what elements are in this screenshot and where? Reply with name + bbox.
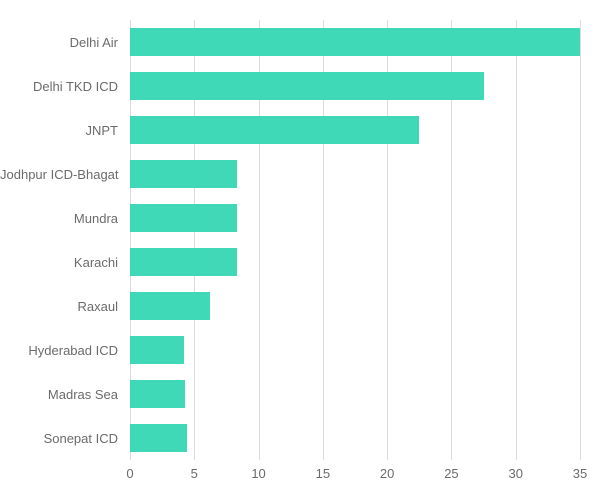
x-tick-label: 0: [126, 466, 133, 481]
chart-row: Madras Sea: [130, 372, 580, 416]
bar: [130, 336, 184, 363]
x-tick-label: 5: [191, 466, 198, 481]
plot-area: Delhi AirDelhi TKD ICDJNPTJodhpur ICD-Bh…: [130, 20, 580, 460]
grid-line: [580, 20, 581, 460]
bar: [130, 424, 187, 451]
bar: [130, 204, 237, 231]
category-label: Jodhpur ICD-Bhagat: [0, 167, 124, 182]
x-tick-label: 10: [251, 466, 265, 481]
chart-row: Hyderabad ICD: [130, 328, 580, 372]
bar: [130, 28, 580, 55]
category-label: JNPT: [0, 123, 124, 138]
bar: [130, 380, 185, 407]
bar: [130, 116, 419, 143]
bar: [130, 248, 237, 275]
category-label: Delhi Air: [0, 35, 124, 50]
x-tick-label: 25: [444, 466, 458, 481]
x-tick-label: 20: [380, 466, 394, 481]
bar: [130, 72, 484, 99]
bar: [130, 160, 237, 187]
bar-chart: Delhi Air Delhi TKD ICD JNPT Jodhpur ICD-Bh…: [0, 0, 600, 500]
category-label: Hyderabad ICD: [0, 343, 124, 358]
category-label: Mundra: [0, 211, 124, 226]
category-label: Raxaul: [0, 299, 124, 314]
bar: [130, 292, 210, 319]
x-axis: 05101520253035: [130, 460, 580, 500]
chart-row: Sonepat ICD: [130, 416, 580, 460]
x-tick-label: 15: [316, 466, 330, 481]
category-label: Madras Sea: [0, 387, 124, 402]
category-label: Karachi: [0, 255, 124, 270]
category-label: Sonepat ICD: [0, 431, 124, 446]
category-label: Delhi TKD ICD: [0, 79, 124, 94]
x-tick-label: 30: [508, 466, 522, 481]
x-tick-label: 35: [573, 466, 587, 481]
